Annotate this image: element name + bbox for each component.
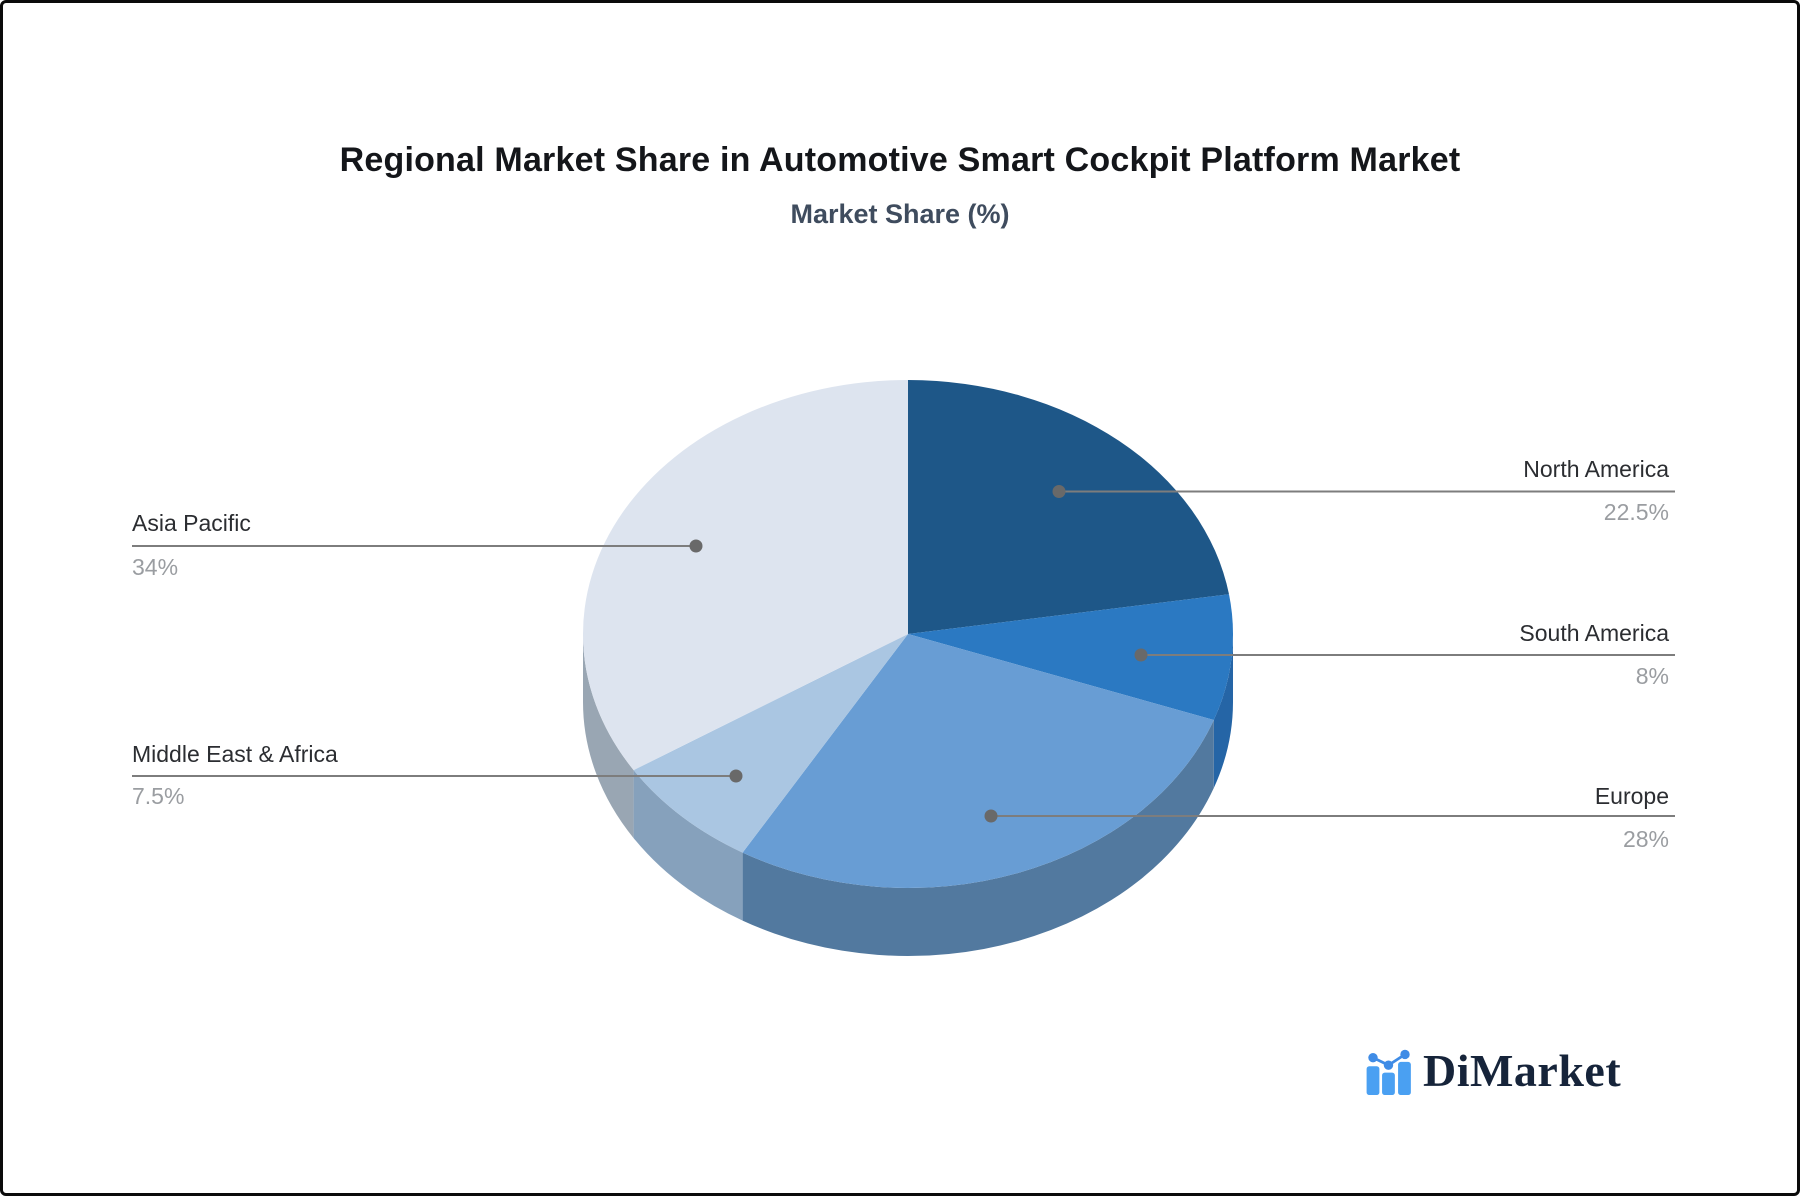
pie-slice-asia-pacific[interactable] — [583, 380, 908, 771]
callout-label-europe: Europe — [1594, 783, 1669, 809]
callout-label-south-america: South America — [1519, 620, 1669, 646]
leader-dot-north-america — [1052, 485, 1066, 498]
chart-subtitle: Market Share (%) — [790, 199, 1010, 229]
pie-slice-middle-east-africa-side — [633, 770, 743, 921]
callout-value-middle-east-africa: 7.5% — [132, 783, 185, 809]
pie-slice-europe-side — [742, 720, 1214, 956]
chart-title: Regional Market Share in Automotive Smar… — [339, 141, 1461, 179]
pie-slice-middle-east-africa[interactable] — [633, 634, 908, 853]
pie-slice-south-america[interactable] — [908, 594, 1233, 720]
leader-dot-europe — [984, 809, 998, 823]
pie-chart — [132, 380, 1675, 956]
pie-slice-asia-pacific-side — [583, 634, 634, 839]
callout-value-south-america: 8% — [1635, 663, 1669, 689]
bar-line-chart-logo-icon — [1366, 1049, 1411, 1095]
callout-label-middle-east-africa: Middle East & Africa — [132, 741, 338, 767]
brand-name: DiMarket — [1423, 1045, 1622, 1096]
leader-dot-asia-pacific — [689, 539, 703, 553]
pie-slice-south-america-side — [1213, 634, 1233, 788]
leader-dot-south-america — [1134, 648, 1148, 662]
callout-value-asia-pacific: 34% — [132, 554, 179, 580]
pie-slice-north-america[interactable] — [908, 380, 1229, 634]
callout-value-europe: 28% — [1622, 826, 1669, 852]
callout-label-asia-pacific: Asia Pacific — [132, 510, 251, 536]
leader-dot-middle-east-africa — [729, 769, 743, 783]
callout-value-north-america: 22.5% — [1603, 499, 1669, 525]
pie-slice-europe[interactable] — [742, 634, 1214, 888]
callout-label-north-america: North America — [1523, 456, 1669, 482]
brand-logo: DiMarket — [1366, 1047, 1621, 1095]
